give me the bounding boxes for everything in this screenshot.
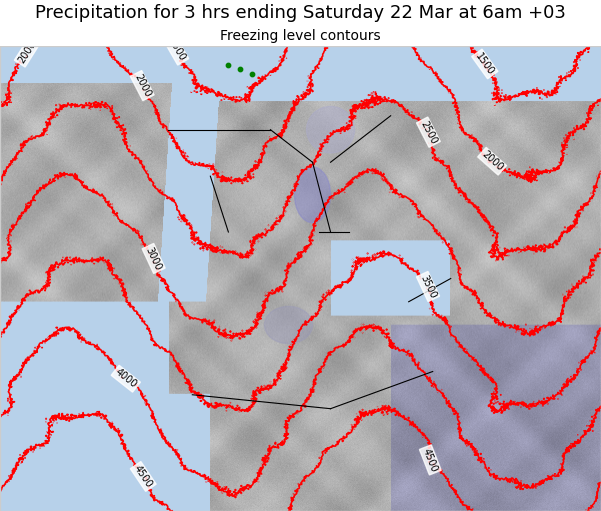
Text: 3500: 3500 [418,273,438,300]
Text: Freezing level contours: Freezing level contours [220,29,381,43]
Point [236,65,245,74]
Point [224,60,233,68]
Text: 2000: 2000 [16,39,38,65]
Text: 2000: 2000 [132,73,152,99]
Text: 1500: 1500 [166,37,187,63]
Text: 1500: 1500 [474,51,496,77]
Ellipse shape [307,106,355,153]
Text: 2000: 2000 [480,149,505,173]
Text: Precipitation for 3 hrs ending Saturday 22 Mar at 6am +03: Precipitation for 3 hrs ending Saturday … [35,4,566,22]
Ellipse shape [264,307,313,343]
Text: 4500: 4500 [421,447,439,473]
Text: 3000: 3000 [144,245,163,272]
Text: 4500: 4500 [132,463,154,490]
Text: 4000: 4000 [113,367,138,390]
Text: 2500: 2500 [418,119,439,146]
Point [248,70,257,78]
Ellipse shape [294,167,331,223]
